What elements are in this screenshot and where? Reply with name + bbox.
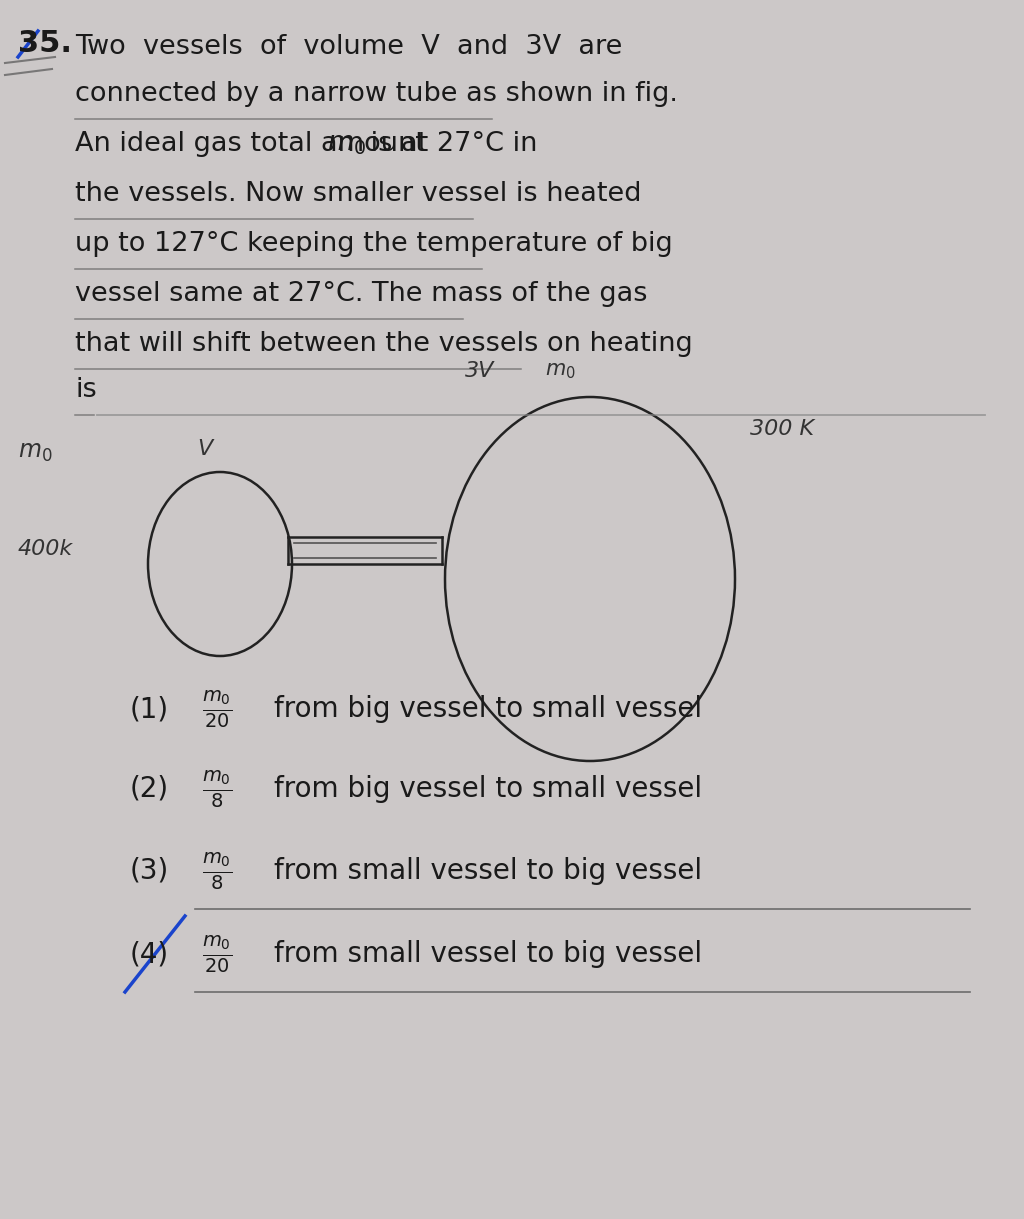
Text: 400k: 400k [18, 539, 74, 560]
Text: $m_0$: $m_0$ [545, 361, 575, 382]
Text: (2): (2) [130, 775, 169, 803]
Text: $\frac{m_0}{20}$: $\frac{m_0}{20}$ [202, 688, 232, 730]
Text: $\frac{m_0}{8}$: $\frac{m_0}{8}$ [202, 768, 232, 809]
Text: $\frac{m_0}{8}$: $\frac{m_0}{8}$ [202, 850, 232, 892]
Text: (1): (1) [130, 695, 169, 723]
Text: (4): (4) [130, 940, 169, 968]
Text: is at 27°C in: is at 27°C in [362, 130, 538, 157]
Text: from big vessel to small vessel: from big vessel to small vessel [274, 695, 702, 723]
Text: connected by a narrow tube as shown in fig.: connected by a narrow tube as shown in f… [75, 80, 678, 107]
Text: $m_0$: $m_0$ [328, 130, 367, 157]
Text: V: V [198, 439, 213, 460]
Text: $\frac{m_0}{20}$: $\frac{m_0}{20}$ [202, 933, 232, 975]
Text: Two  vessels  of  volume  V  and  3V  are: Two vessels of volume V and 3V are [75, 34, 623, 60]
Text: from small vessel to big vessel: from small vessel to big vessel [274, 940, 702, 968]
Text: from big vessel to small vessel: from big vessel to small vessel [274, 775, 702, 803]
Text: (3): (3) [130, 857, 169, 885]
Text: is: is [75, 377, 96, 403]
Text: from small vessel to big vessel: from small vessel to big vessel [274, 857, 702, 885]
Text: 35.: 35. [18, 29, 72, 59]
Text: the vessels. Now smaller vessel is heated: the vessels. Now smaller vessel is heate… [75, 180, 641, 207]
Text: up to 127°C keeping the temperature of big: up to 127°C keeping the temperature of b… [75, 230, 673, 257]
Text: vessel same at 27°C. The mass of the gas: vessel same at 27°C. The mass of the gas [75, 282, 647, 307]
Text: 300 K: 300 K [750, 419, 814, 439]
Text: $m_0$: $m_0$ [18, 440, 52, 464]
Text: An ideal gas total amount: An ideal gas total amount [75, 130, 434, 157]
Text: 3V: 3V [465, 361, 495, 382]
Text: that will shift between the vessels on heating: that will shift between the vessels on h… [75, 332, 693, 357]
